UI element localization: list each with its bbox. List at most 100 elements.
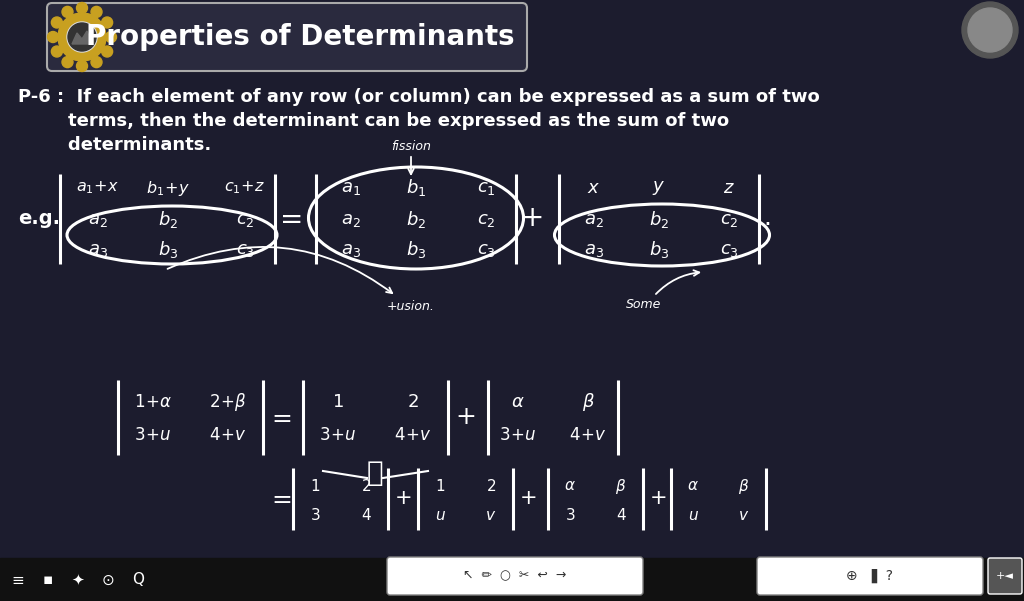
Text: $b_3$: $b_3$ (649, 240, 670, 260)
Text: $x$: $x$ (588, 179, 601, 197)
Text: $v$: $v$ (738, 507, 750, 522)
Text: ≡: ≡ (11, 573, 25, 588)
FancyBboxPatch shape (757, 557, 983, 595)
Circle shape (68, 23, 96, 51)
Text: $=$: $=$ (274, 204, 302, 232)
Text: $3\!+\!u$: $3\!+\!u$ (319, 426, 356, 444)
Circle shape (62, 7, 73, 17)
Text: $3\!+\!u$: $3\!+\!u$ (134, 426, 172, 444)
Circle shape (51, 17, 62, 28)
Circle shape (77, 2, 87, 13)
Circle shape (77, 61, 87, 72)
Text: ▪: ▪ (43, 573, 53, 588)
Polygon shape (72, 31, 92, 44)
Text: $a_3$: $a_3$ (88, 241, 108, 259)
Text: $c_1\!+\!z$: $c_1\!+\!z$ (224, 180, 266, 197)
Text: Properties of Determinants: Properties of Determinants (86, 23, 514, 51)
Text: $1$: $1$ (310, 478, 321, 494)
Text: $+$: $+$ (519, 488, 537, 508)
Text: $a_3$: $a_3$ (584, 241, 604, 259)
Text: $b_3$: $b_3$ (158, 240, 178, 260)
Text: $z$: $z$ (723, 179, 735, 197)
Text: $v$: $v$ (485, 507, 497, 522)
Text: +usion.: +usion. (387, 299, 435, 313)
Text: $c_2$: $c_2$ (720, 211, 738, 229)
Text: $a_1\!+\!x$: $a_1\!+\!x$ (76, 180, 120, 197)
Text: $+$: $+$ (455, 405, 475, 429)
Text: $4$: $4$ (360, 507, 372, 523)
Text: ⊙: ⊙ (101, 573, 115, 588)
Text: $4\!+\!v$: $4\!+\!v$ (569, 426, 607, 444)
Text: $c_2$: $c_2$ (236, 211, 254, 229)
Text: $3$: $3$ (309, 507, 321, 523)
Text: $a_2$: $a_2$ (88, 211, 108, 229)
Circle shape (101, 17, 113, 28)
Text: $\beta$: $\beta$ (615, 477, 627, 495)
Text: $1$: $1$ (332, 393, 344, 411)
Text: +◄: +◄ (996, 571, 1014, 581)
Text: $\beta$: $\beta$ (738, 477, 750, 495)
Text: $+$: $+$ (394, 488, 412, 508)
Text: $a_2$: $a_2$ (341, 211, 360, 229)
FancyBboxPatch shape (988, 558, 1022, 594)
Text: $1$: $1$ (435, 478, 445, 494)
Text: $b_2$: $b_2$ (406, 210, 426, 231)
Text: $b_2$: $b_2$ (649, 210, 669, 231)
Text: $2$: $2$ (408, 393, 419, 411)
Text: $\alpha$: $\alpha$ (564, 478, 575, 493)
Text: $\alpha$: $\alpha$ (511, 393, 525, 411)
Text: $\alpha$: $\alpha$ (687, 478, 699, 493)
Text: $4$: $4$ (615, 507, 627, 523)
Text: $3\!+\!u$: $3\!+\!u$ (500, 426, 537, 444)
Text: $a_2$: $a_2$ (584, 211, 604, 229)
Text: ⊕  ▐  ?: ⊕ ▐ ? (847, 569, 894, 583)
Text: $=$: $=$ (267, 405, 293, 429)
Text: $a_1$: $a_1$ (341, 179, 360, 197)
Text: $u$: $u$ (687, 507, 698, 522)
Text: $u$: $u$ (434, 507, 445, 522)
Text: $4\!+\!v$: $4\!+\!v$ (394, 426, 432, 444)
Text: $b_1\!+\!y$: $b_1\!+\!y$ (146, 178, 189, 198)
Text: .: . (763, 206, 771, 230)
FancyBboxPatch shape (47, 3, 527, 71)
Circle shape (58, 13, 106, 61)
Text: $c_1$: $c_1$ (476, 179, 496, 197)
Text: $c_3$: $c_3$ (236, 241, 254, 259)
Text: $3$: $3$ (565, 507, 575, 523)
Text: ↖  ✏  ○  ✂  ↩  →: ↖ ✏ ○ ✂ ↩ → (463, 570, 566, 582)
Text: terms, then the determinant can be expressed as the sum of two: terms, then the determinant can be expre… (18, 112, 729, 130)
Text: $2$: $2$ (486, 478, 496, 494)
Circle shape (105, 31, 117, 43)
Circle shape (962, 2, 1018, 58)
Text: $=$: $=$ (267, 486, 293, 510)
Text: Q: Q (132, 573, 144, 588)
Text: $\beta$: $\beta$ (582, 391, 595, 413)
Circle shape (62, 56, 73, 68)
Bar (0, 558, 1024, 601)
Text: $a_3$: $a_3$ (341, 241, 361, 259)
Circle shape (67, 22, 97, 52)
Text: $+$: $+$ (520, 204, 542, 232)
Circle shape (91, 7, 102, 17)
Text: e.g.: e.g. (18, 209, 60, 228)
Text: $2\!+\!\beta$: $2\!+\!\beta$ (209, 391, 247, 413)
Circle shape (51, 46, 62, 57)
Circle shape (47, 31, 58, 43)
Text: Some: Some (627, 297, 662, 311)
FancyBboxPatch shape (387, 557, 643, 595)
Text: $y$: $y$ (652, 179, 666, 197)
Text: $b_3$: $b_3$ (406, 240, 426, 260)
Text: determinants.: determinants. (18, 136, 211, 154)
Text: $c_3$: $c_3$ (720, 241, 738, 259)
Circle shape (101, 46, 113, 57)
Text: $+$: $+$ (649, 488, 667, 508)
Text: P-6 :  If each element of any row (or column) can be expressed as a sum of two: P-6 : If each element of any row (or col… (18, 88, 820, 106)
Text: fission: fission (391, 139, 431, 153)
Circle shape (91, 56, 102, 68)
Text: $1\!+\!\alpha$: $1\!+\!\alpha$ (134, 393, 172, 411)
Text: $4\!+\!v$: $4\!+\!v$ (209, 426, 247, 444)
Text: $b_1$: $b_1$ (406, 177, 426, 198)
Text: ✦: ✦ (72, 573, 84, 588)
Text: ⌣: ⌣ (367, 459, 383, 487)
Text: $c_3$: $c_3$ (476, 241, 496, 259)
